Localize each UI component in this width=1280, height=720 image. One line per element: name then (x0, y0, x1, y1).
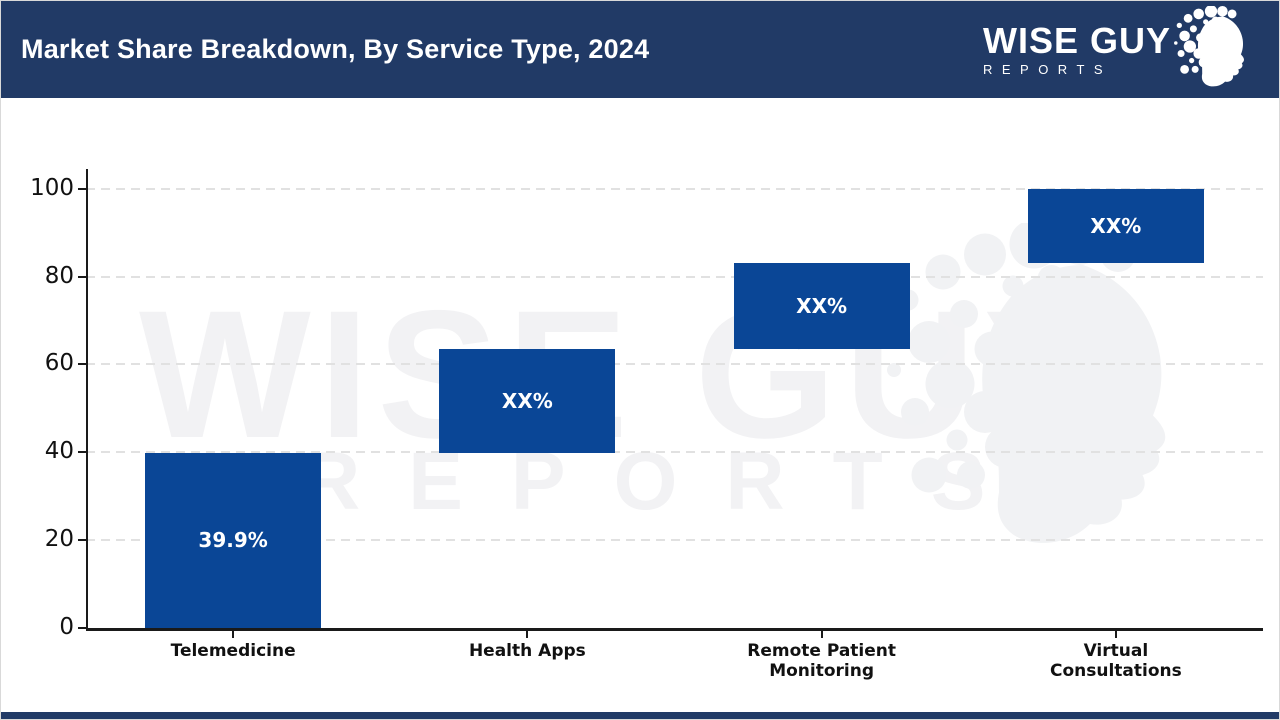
x-axis-tick (232, 631, 235, 638)
x-axis-label: Virtual Consultations (1049, 641, 1182, 682)
y-axis-tick (78, 363, 86, 366)
y-axis-tick (78, 627, 86, 629)
logo-wordmark: WISE GUY (982, 20, 1171, 61)
bar: XX% (733, 262, 910, 350)
y-tick-label: 40 (44, 438, 74, 465)
y-axis-line (86, 169, 88, 631)
gridline (86, 363, 1263, 366)
x-axis-label: Health Apps (468, 641, 586, 661)
bar: 39.9% (145, 452, 322, 628)
y-axis-tick (78, 275, 86, 278)
header: Market Share Breakdown, By Service Type,… (1, 1, 1279, 98)
x-axis-tick (526, 631, 529, 638)
y-tick-label: 80 (44, 262, 74, 289)
y-tick-label: 0 (59, 614, 74, 640)
gridline (86, 275, 1263, 278)
watermark-subtitle: REPORTS (301, 436, 1034, 527)
x-axis-tick (1114, 631, 1117, 638)
y-axis-tick (78, 187, 86, 190)
x-axis-label: Remote Patient Monitoring (747, 641, 897, 682)
bar-value-label: XX% (796, 294, 848, 319)
y-tick-label: 100 (30, 174, 74, 201)
gridline (86, 187, 1263, 190)
y-tick-label: 20 (44, 526, 74, 553)
gridline (86, 451, 1263, 454)
bar: XX% (439, 349, 616, 453)
brand-logo: WISE GUY REPORTS (982, 5, 1255, 94)
watermark-head-icon (887, 223, 1166, 543)
x-axis-line (86, 628, 1263, 631)
x-axis-tick (820, 631, 823, 638)
gridline (86, 539, 1263, 542)
y-tick-label: 60 (44, 350, 74, 377)
logo-text: WISE GUY REPORTS (982, 20, 1171, 77)
bar-value-label: XX% (501, 389, 553, 414)
y-axis-tick (78, 539, 86, 542)
y-axis-tick (78, 451, 86, 454)
logo-head-icon (1174, 5, 1244, 86)
bar-value-label: XX% (1090, 213, 1142, 238)
x-axis-label: Telemedicine (170, 641, 296, 661)
page-title: Market Share Breakdown, By Service Type,… (21, 34, 650, 64)
bar-value-label: 39.9% (198, 528, 268, 553)
footer-bar (1, 712, 1279, 719)
logo-subtitle: REPORTS (982, 62, 1113, 77)
bar: XX% (1027, 188, 1204, 263)
